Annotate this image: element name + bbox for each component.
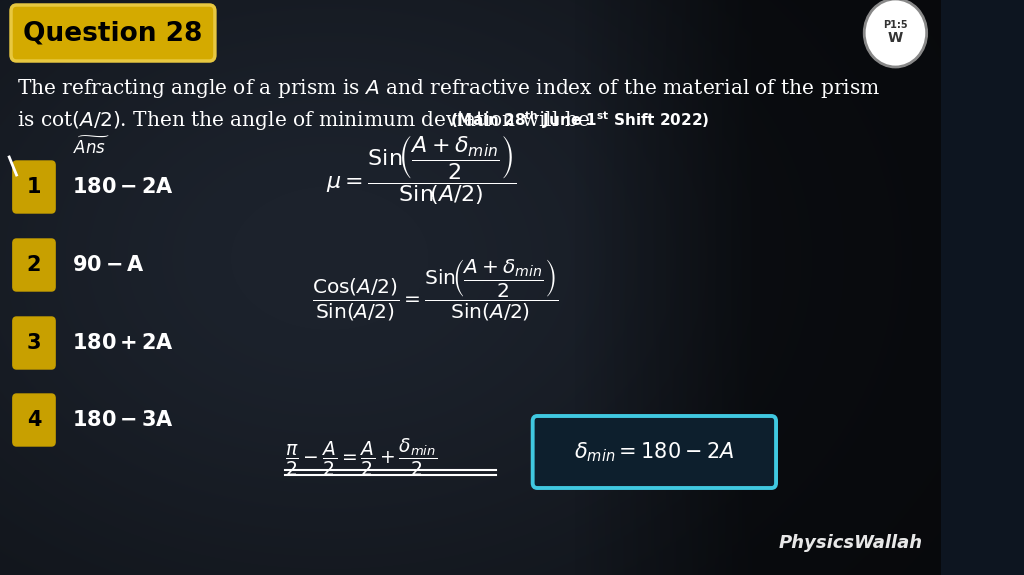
- Text: $\widetilde{Ans}$: $\widetilde{Ans}$: [74, 136, 111, 158]
- FancyBboxPatch shape: [11, 5, 215, 61]
- Text: 3: 3: [27, 333, 41, 353]
- Text: Question 28: Question 28: [24, 20, 203, 46]
- Text: $\mathbf{180 + 2A}$: $\mathbf{180 + 2A}$: [72, 333, 173, 353]
- Text: $\mathbf{180 - 3A}$: $\mathbf{180 - 3A}$: [72, 410, 173, 430]
- FancyBboxPatch shape: [13, 239, 55, 291]
- Text: $\dfrac{\pi}{2} - \dfrac{A}{2} = \dfrac{A}{2} + \dfrac{\delta_{min}}{2}$: $\dfrac{\pi}{2} - \dfrac{A}{2} = \dfrac{…: [285, 436, 437, 478]
- Text: W: W: [888, 31, 903, 45]
- Text: 1: 1: [27, 177, 41, 197]
- Text: The refracting angle of a prism is $\mathit{A}$ and refractive index of the mate: The refracting angle of a prism is $\mat…: [16, 78, 880, 101]
- FancyBboxPatch shape: [13, 317, 55, 369]
- Text: PhysicsWallah: PhysicsWallah: [779, 534, 923, 552]
- Text: $\delta_{min} = 180 - 2A$: $\delta_{min} = 180 - 2A$: [573, 440, 734, 464]
- Text: P1:5: P1:5: [883, 20, 907, 30]
- Text: is cot$(\mathit{A}/2)$. Then the angle of minimum deviation will be: is cot$(\mathit{A}/2)$. Then the angle o…: [16, 109, 590, 132]
- FancyBboxPatch shape: [13, 394, 55, 446]
- Text: $\mathbf{180 - 2A}$: $\mathbf{180 - 2A}$: [72, 177, 173, 197]
- FancyBboxPatch shape: [532, 416, 776, 488]
- Circle shape: [864, 0, 927, 67]
- FancyBboxPatch shape: [13, 161, 55, 213]
- Text: $\dfrac{\mathrm{Cos}(A/2)}{\mathrm{Sin}(A/2)} = \dfrac{\mathrm{Sin}\!\left(\dfra: $\dfrac{\mathrm{Cos}(A/2)}{\mathrm{Sin}(…: [312, 258, 559, 323]
- Text: $\mathbf{90 - A}$: $\mathbf{90 - A}$: [72, 255, 144, 275]
- Text: $\mu = \dfrac{\mathrm{Sin}\!\left(\dfrac{A+\delta_{min}}{2}\right)}{\mathrm{Sin}: $\mu = \dfrac{\mathrm{Sin}\!\left(\dfrac…: [326, 133, 516, 207]
- Text: 2: 2: [27, 255, 41, 275]
- Text: $\bf{(Main\ 28^{th}\ June\ 1^{st}\ Shift\ 2022)}$: $\bf{(Main\ 28^{th}\ June\ 1^{st}\ Shift…: [450, 109, 710, 131]
- Text: 4: 4: [27, 410, 41, 430]
